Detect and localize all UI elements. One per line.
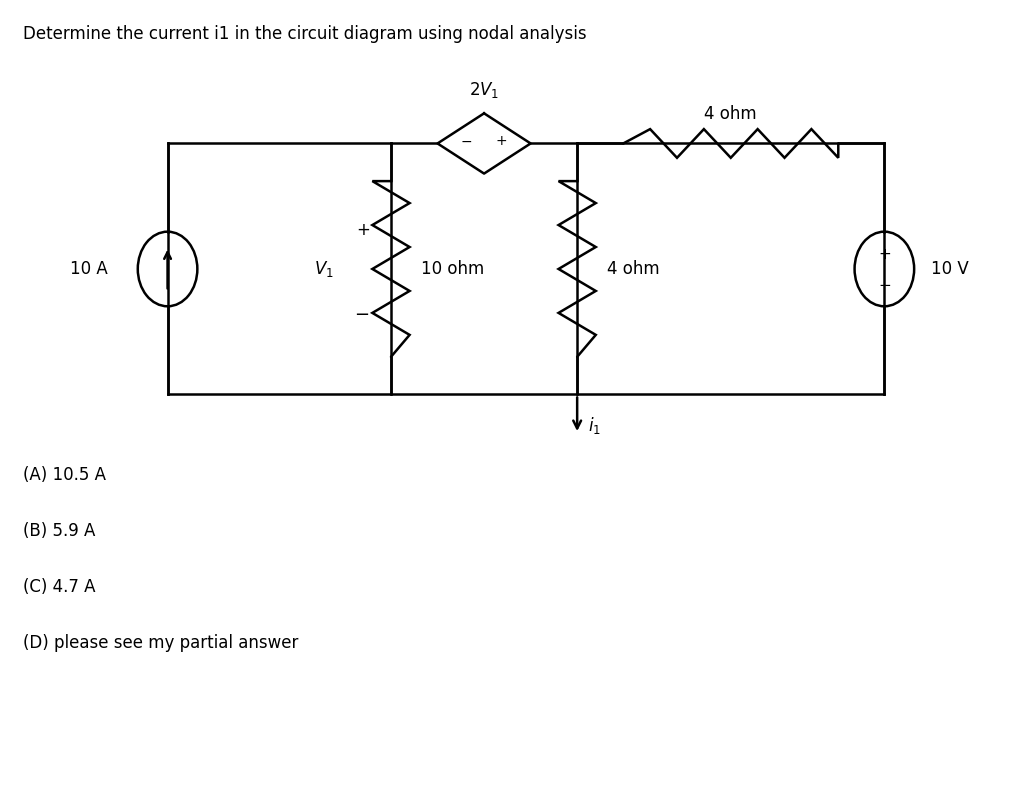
Text: (C) 4.7 A: (C) 4.7 A [24,578,96,596]
Text: $-$: $-$ [461,134,472,148]
Text: 4 ohm: 4 ohm [607,260,659,278]
Text: (A) 10.5 A: (A) 10.5 A [24,466,106,484]
Text: $2V_1$: $2V_1$ [469,80,500,100]
Text: Determine the current i1 in the circuit diagram using nodal analysis: Determine the current i1 in the circuit … [24,25,587,43]
Text: $V_1$: $V_1$ [314,259,334,279]
Text: $-$: $-$ [878,276,891,291]
Text: 10 ohm: 10 ohm [421,260,484,278]
Text: (B) 5.9 A: (B) 5.9 A [24,522,95,540]
Text: $-$: $-$ [353,305,369,323]
Text: $+$: $+$ [495,134,507,148]
Text: 10 A: 10 A [70,260,108,278]
Text: (D) please see my partial answer: (D) please see my partial answer [24,634,299,652]
Text: $i_1$: $i_1$ [589,415,601,436]
Text: 4 ohm: 4 ohm [705,106,757,123]
Text: $+$: $+$ [356,221,370,238]
Text: 10 V: 10 V [931,260,969,278]
Text: $+$: $+$ [878,247,891,262]
